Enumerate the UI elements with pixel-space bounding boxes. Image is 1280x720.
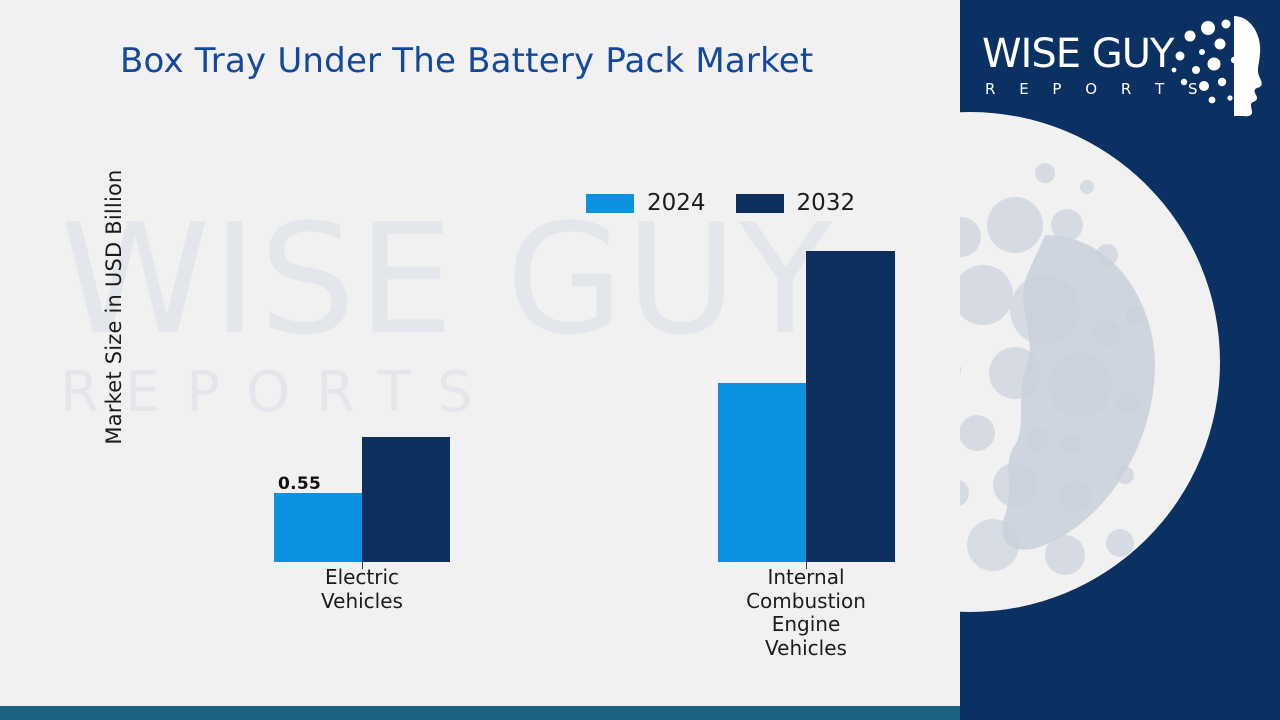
- x-axis-tick-1: [362, 562, 363, 569]
- x-axis-category-label-2: Internal Combustion Engine Vehicles: [676, 565, 936, 660]
- legend-swatch-2032: [735, 194, 784, 213]
- x-axis-category-label-1: Electric Vehicles: [232, 565, 492, 613]
- brand-panel: WISE GUY R E P O R T S: [960, 0, 1280, 720]
- category-2-line-3: Engine: [771, 612, 841, 636]
- plot-region: 0.55 Electric Vehicles Internal Combusti…: [232, 251, 936, 660]
- chart-legend: 2024 2032: [586, 192, 855, 215]
- bar-2032-electric-vehicles[interactable]: [362, 437, 450, 562]
- logo-wordmark: WISE GUY: [982, 31, 1174, 77]
- x-axis-tick-2: [806, 562, 807, 569]
- bar-2032-internal-combustion-engine-vehicles[interactable]: [806, 251, 895, 562]
- dotted-face-pattern: [960, 163, 1155, 575]
- chart-area: WISE GUY REPORTS Box Tray Under The Batt…: [0, 41, 960, 720]
- legend-item-2024[interactable]: 2024: [586, 192, 706, 215]
- logo-subtext: R E P O R T S: [985, 80, 1207, 98]
- category-2-line-4: Vehicles: [765, 635, 847, 660]
- category-1-line-1: Electric: [324, 565, 400, 589]
- bar-2024-electric-vehicles[interactable]: [274, 493, 362, 562]
- bar-value-label-electric-vehicles-2024: 0.55: [278, 474, 322, 494]
- bottom-accent-strip: [0, 706, 960, 720]
- legend-label-2032: 2032: [796, 190, 856, 216]
- legend-item-2032[interactable]: 2032: [735, 190, 856, 216]
- category-2-line-2: Combustion: [746, 588, 866, 613]
- legend-swatch-2024: [586, 194, 634, 213]
- legend-label-2024: 2024: [647, 190, 706, 216]
- logo-dot-face-icon: [1171, 16, 1262, 117]
- category-1-line-2: Vehicles: [321, 588, 403, 613]
- bar-2024-internal-combustion-engine-vehicles[interactable]: [718, 383, 806, 562]
- category-2-line-1: Internal: [767, 565, 845, 589]
- page-title: Box Tray Under The Battery Pack Market: [120, 41, 814, 81]
